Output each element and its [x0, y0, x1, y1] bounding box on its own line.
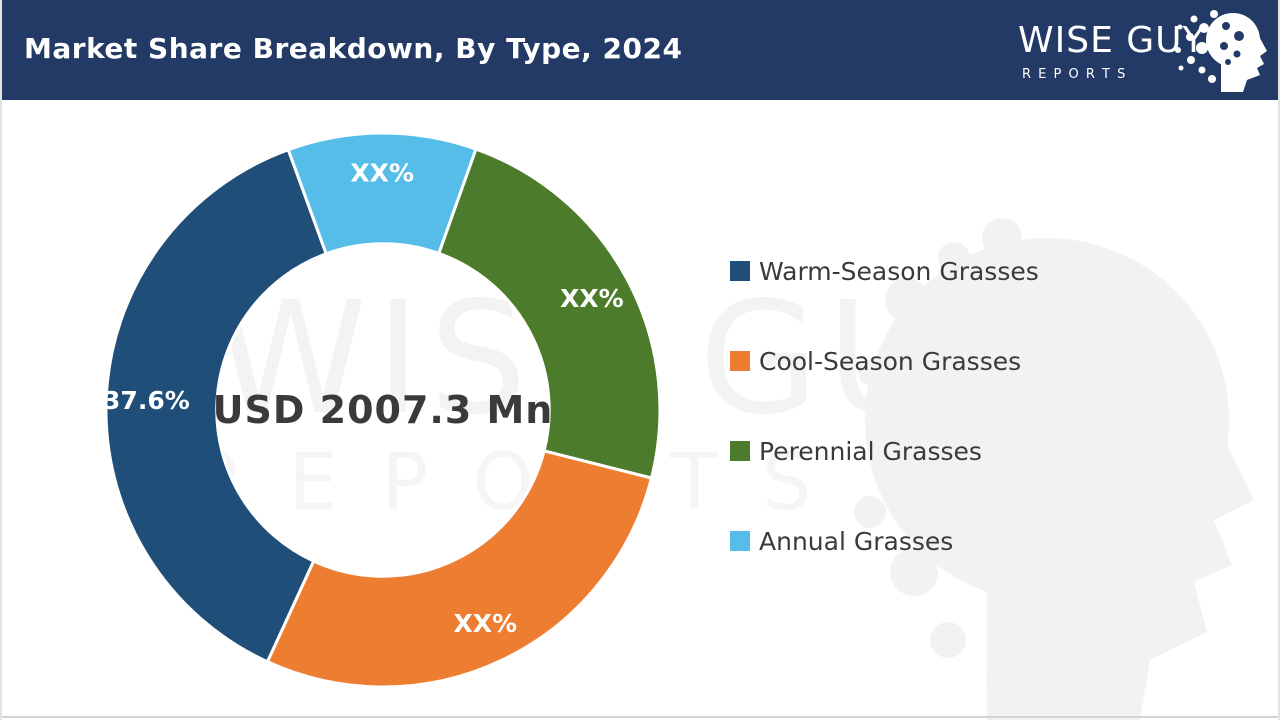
donut-segment-3 [437, 147, 662, 480]
segment-label: XX% [453, 609, 517, 638]
legend-item: Cool-Season Grasses [730, 341, 1039, 381]
legend-swatch-icon [730, 261, 750, 281]
chart-legend: Warm-Season Grasses Cool-Season Grasses Pe… [730, 251, 1039, 561]
legend-swatch-icon [730, 441, 750, 461]
legend-label: Warm-Season Grasses [759, 256, 1039, 286]
chart-center-value: USD 2007.3 Mn [213, 388, 554, 432]
segment-label: 37.6% [103, 386, 190, 415]
legend-label: Annual Grasses [759, 526, 954, 556]
footer-divider [2, 716, 1278, 718]
logo-reports-text: R E P O R T S [1022, 67, 1127, 82]
segment-label: XX% [560, 284, 624, 313]
donut-chart: 37.6% XX% XX% XX% USD 2007.3 Mn [103, 131, 662, 689]
legend-label: Cool-Season Grasses [759, 346, 1022, 376]
legend-swatch-icon [730, 531, 750, 551]
segment-label: XX% [350, 159, 414, 188]
legend-label: Perennial Grasses [759, 436, 982, 466]
wise-guy-logo: WISE GUY R E P O R T S [1018, 10, 1267, 92]
donut-segment-1 [104, 148, 328, 664]
donut-segment-4 [286, 131, 478, 256]
watermark-reports-text: REPORTS [190, 438, 856, 528]
logo-wordmark: WISE GUY [1018, 20, 1206, 61]
legend-item: Annual Grasses [730, 521, 1039, 561]
donut-segment-2 [266, 449, 653, 689]
page-title: Market Share Breakdown, By Type, 2024 [24, 32, 683, 65]
legend-item: Warm-Season Grasses [730, 251, 1039, 291]
header-bar: Market Share Breakdown, By Type, 2024 WI… [2, 0, 1278, 100]
legend-item: Perennial Grasses [730, 431, 1039, 471]
logo-head-icon [1175, 10, 1267, 92]
legend-swatch-icon [730, 351, 750, 371]
